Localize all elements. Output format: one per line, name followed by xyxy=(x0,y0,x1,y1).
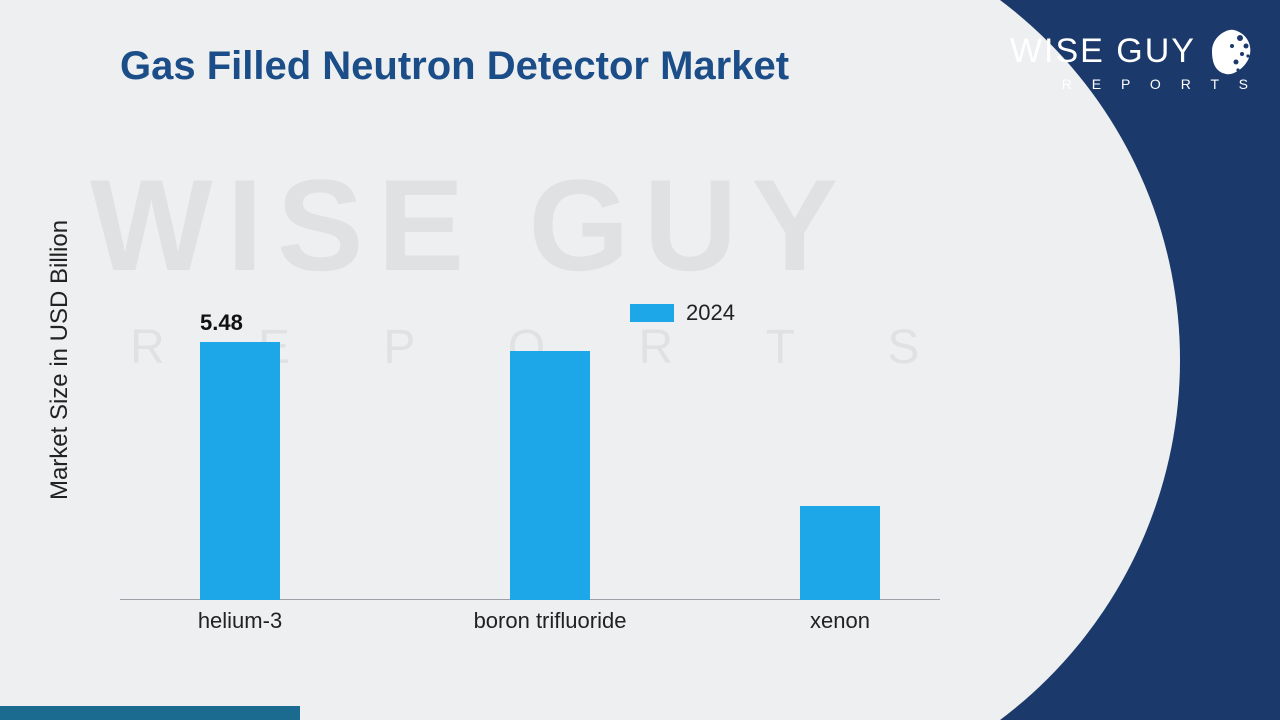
brain-icon xyxy=(1202,24,1256,78)
footer-accent-bar xyxy=(0,706,300,720)
legend-label: 2024 xyxy=(686,300,735,326)
bar-xenon xyxy=(800,506,880,600)
brand-logo-sub: R E P O R T S xyxy=(1010,76,1256,92)
chart-stage: WISE GUY R E P O R T S WISE GUY R E P O … xyxy=(0,0,1280,720)
chart-title: Gas Filled Neutron Detector Market xyxy=(120,44,789,89)
bar-helium-3 xyxy=(200,342,280,600)
bar-boron-trifluoride xyxy=(510,351,590,600)
legend: 2024 xyxy=(630,300,735,326)
plot-area: 2024 5.48 xyxy=(120,130,940,600)
y-axis-label: Market Size in USD Billion xyxy=(46,220,74,500)
brand-logo-top: WISE GUY xyxy=(1010,24,1256,78)
category-label-0: helium-3 xyxy=(140,608,340,634)
brand-logo: WISE GUY R E P O R T S xyxy=(1010,24,1256,92)
category-label-1: boron trifluoride xyxy=(450,608,650,634)
category-label-2: xenon xyxy=(740,608,940,634)
legend-swatch xyxy=(630,304,674,322)
brand-logo-text: WISE GUY xyxy=(1010,32,1196,71)
value-label-helium-3: 5.48 xyxy=(200,310,243,336)
